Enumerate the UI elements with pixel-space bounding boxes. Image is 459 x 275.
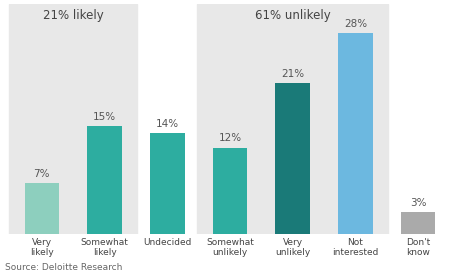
Bar	[400, 212, 435, 233]
Bar	[24, 183, 59, 233]
Text: 3%: 3%	[409, 198, 425, 208]
Bar	[9, 4, 137, 233]
Bar	[275, 83, 309, 233]
Bar	[197, 4, 387, 233]
Text: Source: Deloitte Research: Source: Deloitte Research	[5, 263, 122, 272]
Text: 12%: 12%	[218, 133, 241, 143]
Text: 21% likely: 21% likely	[43, 9, 103, 22]
Bar	[87, 126, 122, 233]
Text: 21%: 21%	[280, 69, 304, 79]
Text: 14%: 14%	[155, 119, 179, 129]
Text: 28%: 28%	[343, 18, 366, 29]
Bar	[212, 147, 247, 233]
Bar	[9, 4, 137, 233]
Bar	[337, 33, 372, 233]
Text: 15%: 15%	[93, 112, 116, 122]
Bar	[150, 133, 184, 233]
Bar	[197, 4, 387, 233]
Text: 61% unlikely: 61% unlikely	[254, 9, 330, 22]
Text: 7%: 7%	[34, 169, 50, 179]
